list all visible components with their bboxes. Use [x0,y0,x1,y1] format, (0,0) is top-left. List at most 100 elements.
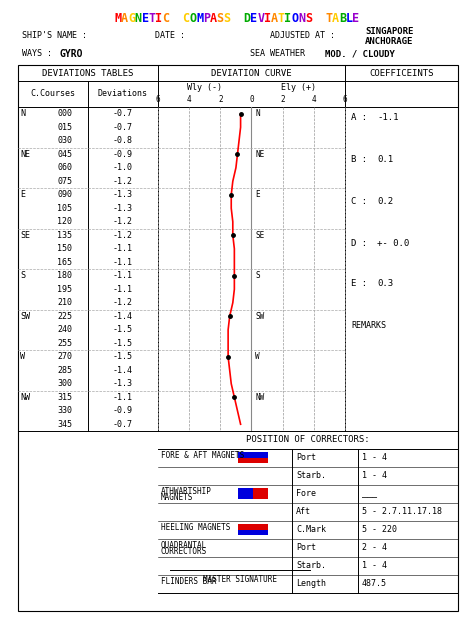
Text: W: W [20,352,25,362]
Text: M: M [114,11,121,25]
Text: 270: 270 [57,352,73,362]
Text: Starb.: Starb. [296,561,326,571]
Text: 255: 255 [57,339,73,348]
Text: C.Mark: C.Mark [296,525,326,535]
Text: -1.1: -1.1 [113,258,133,267]
Text: ___: ___ [362,490,377,499]
Text: 5 - 220: 5 - 220 [362,525,397,535]
Text: MASTER SIGNATURE: MASTER SIGNATURE [203,576,277,585]
Text: POSITION OF CORRECTORS:: POSITION OF CORRECTORS: [246,435,370,444]
Text: 1 - 4: 1 - 4 [362,454,387,463]
Text: -1.2: -1.2 [113,177,133,186]
Text: -1.2: -1.2 [113,217,133,226]
Text: O: O [189,11,196,25]
Text: I: I [284,11,292,25]
Text: -1.4: -1.4 [113,312,133,321]
Text: T: T [278,11,285,25]
Text: A: A [271,11,278,25]
Text: -1.1: -1.1 [113,271,133,280]
Text: S: S [223,11,230,25]
Text: M: M [196,11,203,25]
Text: 2: 2 [280,95,285,104]
Text: 0.2: 0.2 [377,197,393,205]
Text: 285: 285 [57,366,73,375]
Text: -1.3: -1.3 [113,190,133,199]
Text: Deviations: Deviations [98,90,148,99]
Text: G: G [128,11,135,25]
Text: -0.9: -0.9 [113,406,133,415]
Text: -1.2: -1.2 [113,298,133,307]
Text: REMARKS: REMARKS [351,320,386,329]
Text: 300: 300 [57,379,73,388]
Text: ADJUSTED AT :: ADJUSTED AT : [270,30,335,39]
Bar [18,65,458,611]
Text: 105: 105 [57,204,73,213]
Text: 0.3: 0.3 [377,279,393,288]
Text: FORE & AFT MAGNETS: FORE & AFT MAGNETS [161,451,244,460]
Text: -1.4: -1.4 [113,366,133,375]
Text: 225: 225 [57,312,73,321]
Text: I: I [155,11,163,25]
Text: A: A [210,11,217,25]
Text: SW: SW [20,312,30,321]
Text: SHIP'S NAME :: SHIP'S NAME : [22,30,87,39]
Bar [238,458,268,463]
Text: 330: 330 [57,406,73,415]
Text: -0.7: -0.7 [113,123,133,131]
Text: C: C [182,11,190,25]
Text: 0.1: 0.1 [377,154,393,164]
Text: NW: NW [255,392,265,402]
Bar [238,530,268,535]
Text: S: S [20,271,25,280]
Text: ANCHORAGE: ANCHORAGE [365,37,413,47]
Text: 5 - 2.7.11.17.18: 5 - 2.7.11.17.18 [362,507,442,516]
Text: HEELING MAGNETS: HEELING MAGNETS [161,523,230,532]
Text: -1.1: -1.1 [377,112,399,121]
Text: WAYS :: WAYS : [22,49,52,59]
Text: SE: SE [20,231,30,240]
Text: E: E [250,11,257,25]
Text: 0: 0 [249,95,254,104]
Text: 315: 315 [57,392,73,402]
Text: E: E [20,190,25,199]
Text: Fore: Fore [296,490,316,499]
Text: V: V [257,11,264,25]
Text: Length: Length [296,580,326,588]
Text: DEVIATION CURVE: DEVIATION CURVE [211,68,292,78]
Text: -1.3: -1.3 [113,204,133,213]
Text: -1.0: -1.0 [113,163,133,173]
Text: MOD. / CLOUDY: MOD. / CLOUDY [325,49,395,59]
Text: W: W [255,352,260,362]
Bar [238,524,268,530]
Text: NW: NW [20,392,30,402]
Text: I: I [264,11,271,25]
Text: 090: 090 [57,190,73,199]
Text: 045: 045 [57,150,73,159]
Text: 150: 150 [57,244,73,253]
Text: CORRECTORS: CORRECTORS [161,547,207,556]
Text: S: S [255,271,260,280]
Text: -1.5: -1.5 [113,325,133,334]
Text: COEFFICEINTS: COEFFICEINTS [369,68,434,78]
Text: DATE :: DATE : [155,30,185,39]
Text: 195: 195 [57,285,73,294]
Bar [238,452,268,458]
Text: B: B [339,11,346,25]
Text: Wly (-): Wly (-) [187,83,222,92]
Text: -1.2: -1.2 [113,231,133,240]
Text: -1.1: -1.1 [113,392,133,402]
Text: E: E [142,11,149,25]
Text: S: S [305,11,312,25]
Text: NE: NE [255,150,265,159]
Text: B :: B : [351,154,367,164]
Text: 6: 6 [155,95,160,104]
Text: 060: 060 [57,163,73,173]
Text: 1 - 4: 1 - 4 [362,561,387,571]
Text: 345: 345 [57,420,73,428]
Text: Port: Port [296,544,316,552]
Text: 120: 120 [57,217,73,226]
Text: 2 - 4: 2 - 4 [362,544,387,552]
Text: S: S [217,11,224,25]
Text: Starb.: Starb. [296,471,326,480]
Text: N: N [135,11,142,25]
